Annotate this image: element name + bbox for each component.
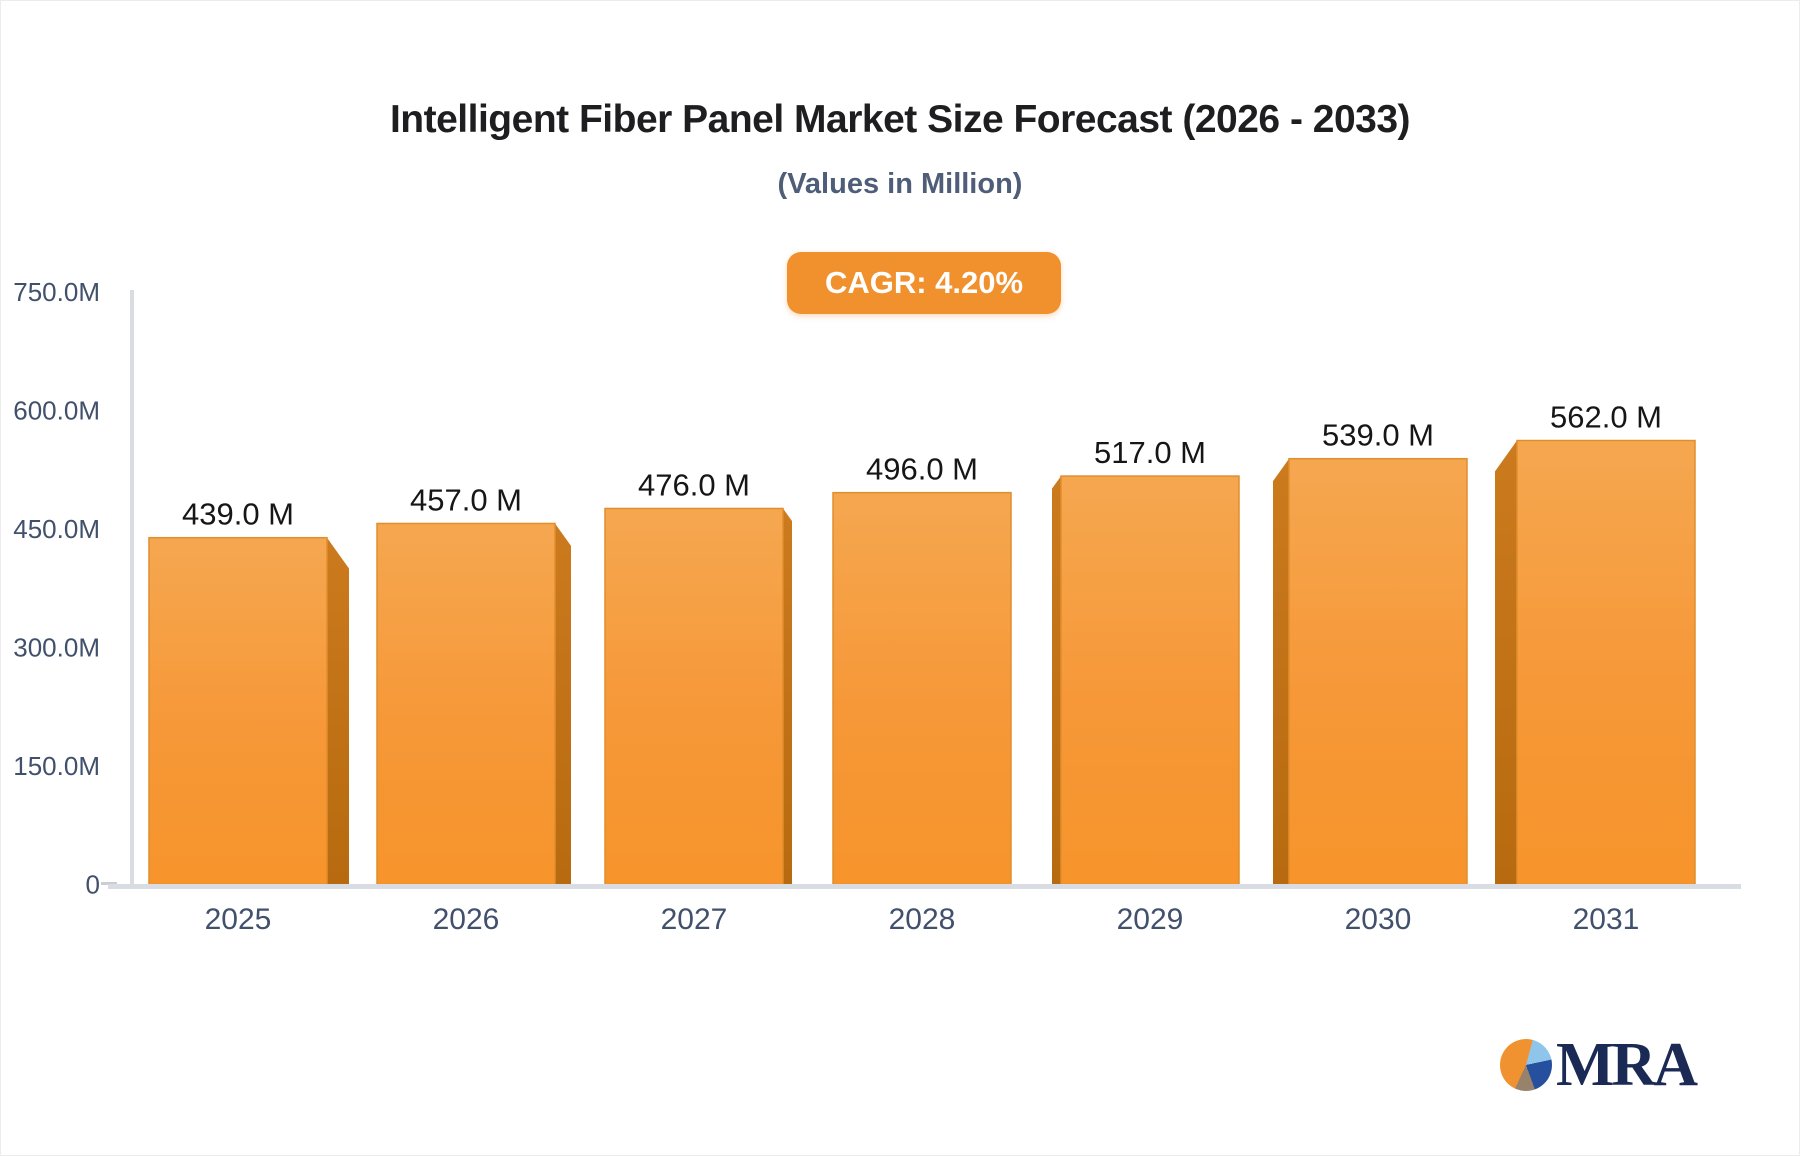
bar-2031[interactable]: 562.0 M [1495,400,1696,886]
bar-side-face [327,537,349,885]
x-tick-label-2025: 2025 [205,903,272,936]
brand-logo-text: MRA [1556,1031,1698,1099]
x-tick-label-2030: 2030 [1345,903,1412,936]
bar-front-face [604,507,784,886]
y-tick-label-300.0M: 300.0M [13,633,100,663]
bar-side-face [555,523,571,885]
x-axis-baseline [108,884,1741,889]
bar-2025[interactable]: 439.0 M [148,497,349,886]
bar-front-face [1060,475,1240,886]
bar-2030[interactable]: 539.0 M [1273,418,1468,886]
brand-logo: MRA [1500,1031,1698,1099]
bar-front-face [376,522,556,886]
zero-tick-mark [101,882,117,885]
bar-value-label-2030: 539.0 M [1322,418,1434,453]
y-axis-ticks: 0 150.0M 300.0M 450.0M 600.0M 750.0M [13,277,117,900]
x-tick-label-2027: 2027 [661,903,728,936]
bar-front-face [148,536,328,886]
y-tick-label-450.0M: 450.0M [13,514,100,544]
bar-value-label-2025: 439.0 M [182,497,294,532]
y-tick-label-0: 0 [86,870,100,900]
bar-front-face [1516,439,1696,886]
bars-layer: 439.0 M 457.0 M 476.0 M 496.0 M 517.0 M 539.0… [148,400,1696,886]
bar-front-face [832,491,1012,886]
cagr-badge: CAGR: 4.20% [787,252,1061,314]
chart-subtitle: (Values in Million) [777,168,1023,200]
bar-side-face [783,508,792,885]
bar-value-label-2026: 457.0 M [410,482,522,517]
bar-front-face [1288,457,1468,886]
y-axis-line [130,290,134,888]
pie-chart-logo-icon [1500,1039,1552,1091]
bar-value-label-2027: 476.0 M [638,467,750,502]
bar-2029[interactable]: 517.0 M [1052,435,1240,886]
bar-side-face [1273,458,1289,885]
chart-title: Intelligent Fiber Panel Market Size Fore… [389,98,1411,141]
x-axis-labels: 2025 2026 2027 2028 2029 2030 2031 [205,903,1640,936]
bar-side-face [1495,440,1517,885]
x-tick-label-2029: 2029 [1117,903,1184,936]
x-tick-label-2026: 2026 [433,903,500,936]
bar-2026[interactable]: 457.0 M [376,482,571,886]
y-tick-label-150.0M: 150.0M [13,751,100,781]
x-tick-label-2031: 2031 [1573,903,1640,936]
x-tick-label-2028: 2028 [889,903,956,936]
y-tick-label-750.0M: 750.0M [13,277,100,307]
bar-value-label-2029: 517.0 M [1094,435,1206,470]
bar-value-label-2028: 496.0 M [866,452,978,487]
bar-2028[interactable]: 496.0 M [832,452,1012,886]
bar-value-label-2031: 562.0 M [1550,400,1662,435]
bar-2027[interactable]: 476.0 M [604,467,792,886]
y-tick-label-600.0M: 600.0M [13,396,100,426]
bar-side-face [1052,476,1061,885]
